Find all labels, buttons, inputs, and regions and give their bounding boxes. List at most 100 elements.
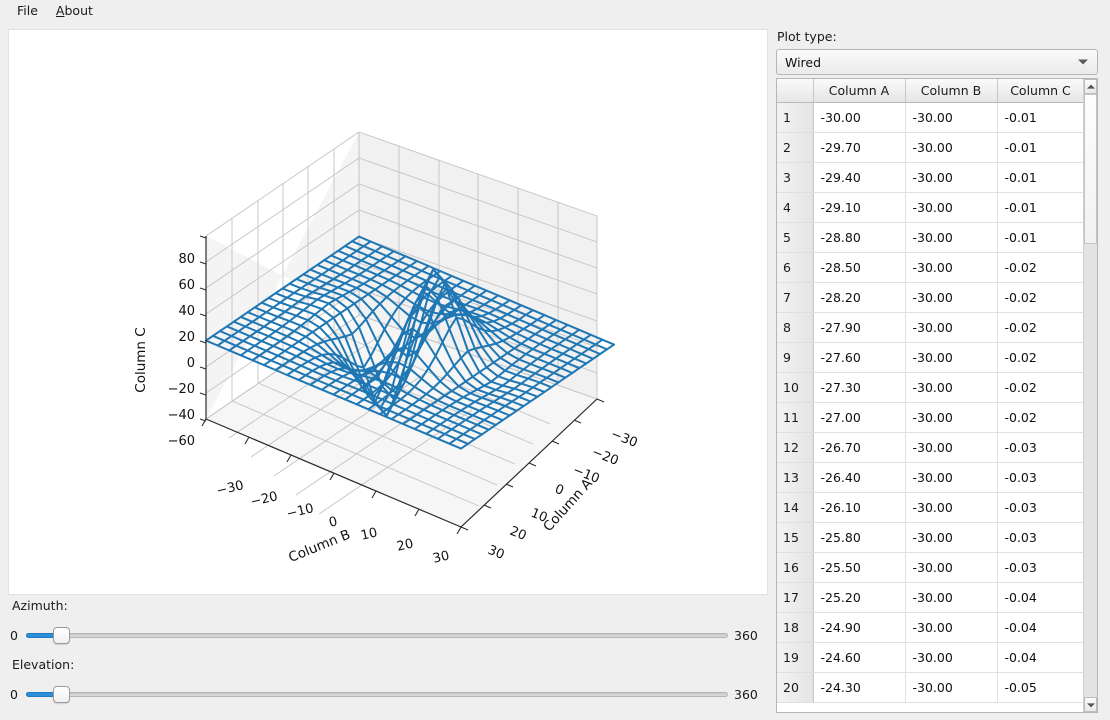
table-cell-c[interactable]: -0.04 <box>997 582 1085 613</box>
table-row[interactable]: 11 -27.00 -30.00 -0.02 <box>777 402 1085 433</box>
row-index-cell[interactable]: 13 <box>777 462 814 493</box>
table-cell-c[interactable]: -0.03 <box>997 522 1085 553</box>
table-row[interactable]: 14 -26.10 -30.00 -0.03 <box>777 492 1085 523</box>
scroll-up-button[interactable] <box>1084 79 1097 94</box>
table-cell-b[interactable]: -30.00 <box>905 552 998 583</box>
table-cell-c[interactable]: -0.01 <box>997 192 1085 223</box>
table-row[interactable]: 10 -27.30 -30.00 -0.02 <box>777 372 1085 403</box>
table-cell-b[interactable]: -30.00 <box>905 192 998 223</box>
table-cell-b[interactable]: -30.00 <box>905 102 998 133</box>
table-row[interactable]: 5 -28.80 -30.00 -0.01 <box>777 222 1085 253</box>
table-cell-c[interactable]: -0.05 <box>997 672 1085 703</box>
azimuth-slider-track[interactable] <box>26 626 728 644</box>
row-index-cell[interactable]: 18 <box>777 612 814 643</box>
row-index-cell[interactable]: 12 <box>777 432 814 463</box>
row-index-cell[interactable]: 4 <box>777 192 814 223</box>
table-cell-a[interactable]: -29.40 <box>813 162 906 193</box>
table-cell-a[interactable]: -25.50 <box>813 552 906 583</box>
table-cell-a[interactable]: -29.70 <box>813 132 906 163</box>
table-cell-b[interactable]: -30.00 <box>905 402 998 433</box>
table-cell-a[interactable]: -27.30 <box>813 372 906 403</box>
table-cell-a[interactable]: -28.80 <box>813 222 906 253</box>
table-cell-c[interactable]: -0.01 <box>997 222 1085 253</box>
table-cell-b[interactable]: -30.00 <box>905 312 998 343</box>
table-cell-b[interactable]: -30.00 <box>905 612 998 643</box>
table-cell-c[interactable]: -0.04 <box>997 642 1085 673</box>
table-row[interactable]: 2 -29.70 -30.00 -0.01 <box>777 132 1085 163</box>
table-row[interactable]: 20 -24.30 -30.00 -0.05 <box>777 672 1085 703</box>
table-cell-a[interactable]: -26.70 <box>813 432 906 463</box>
table-cell-b[interactable]: -30.00 <box>905 432 998 463</box>
table-row[interactable]: 3 -29.40 -30.00 -0.01 <box>777 162 1085 193</box>
table-row[interactable]: 13 -26.40 -30.00 -0.03 <box>777 462 1085 493</box>
table-cell-b[interactable]: -30.00 <box>905 252 998 283</box>
table-cell-b[interactable]: -30.00 <box>905 582 998 613</box>
row-index-cell[interactable]: 16 <box>777 552 814 583</box>
table-vertical-scrollbar[interactable] <box>1083 79 1097 712</box>
table-cell-c[interactable]: -0.03 <box>997 552 1085 583</box>
row-index-cell[interactable]: 11 <box>777 402 814 433</box>
row-index-cell[interactable]: 15 <box>777 522 814 553</box>
column-header-b[interactable]: Column B <box>905 79 998 103</box>
table-row[interactable]: 12 -26.70 -30.00 -0.03 <box>777 432 1085 463</box>
azimuth-handle[interactable] <box>53 627 70 644</box>
table-row[interactable]: 1 -30.00 -30.00 -0.01 <box>777 102 1085 133</box>
table-row[interactable]: 9 -27.60 -30.00 -0.02 <box>777 342 1085 373</box>
table-cell-c[interactable]: -0.01 <box>997 162 1085 193</box>
table-cell-c[interactable]: -0.02 <box>997 342 1085 373</box>
table-row[interactable]: 6 -28.50 -30.00 -0.02 <box>777 252 1085 283</box>
scrollbar-thumb[interactable] <box>1084 94 1097 244</box>
table-cell-c[interactable]: -0.02 <box>997 312 1085 343</box>
row-index-cell[interactable]: 1 <box>777 102 814 133</box>
table-cell-c[interactable]: -0.01 <box>997 132 1085 163</box>
table-cell-a[interactable]: -30.00 <box>813 102 906 133</box>
row-index-cell[interactable]: 14 <box>777 492 814 523</box>
data-table-container[interactable]: Column A Column B Column C 1 -30.00 -30.00… <box>776 78 1098 713</box>
table-row[interactable]: 18 -24.90 -30.00 -0.04 <box>777 612 1085 643</box>
row-index-cell[interactable]: 9 <box>777 342 814 373</box>
table-cell-a[interactable]: -26.40 <box>813 462 906 493</box>
table-cell-b[interactable]: -30.00 <box>905 162 998 193</box>
table-cell-a[interactable]: -27.90 <box>813 312 906 343</box>
table-row[interactable]: 15 -25.80 -30.00 -0.03 <box>777 522 1085 553</box>
table-cell-a[interactable]: -29.10 <box>813 192 906 223</box>
table-cell-b[interactable]: -30.00 <box>905 462 998 493</box>
row-index-cell[interactable]: 7 <box>777 282 814 313</box>
elevation-handle[interactable] <box>53 686 70 703</box>
table-cell-a[interactable]: -25.80 <box>813 522 906 553</box>
table-row[interactable]: 4 -29.10 -30.00 -0.01 <box>777 192 1085 223</box>
column-header-c[interactable]: Column C <box>997 79 1085 103</box>
table-cell-a[interactable]: -24.90 <box>813 612 906 643</box>
table-cell-b[interactable]: -30.00 <box>905 672 998 703</box>
table-cell-b[interactable]: -30.00 <box>905 522 998 553</box>
table-cell-a[interactable]: -26.10 <box>813 492 906 523</box>
table-cell-c[interactable]: -0.02 <box>997 402 1085 433</box>
table-cell-c[interactable]: -0.03 <box>997 462 1085 493</box>
table-cell-b[interactable]: -30.00 <box>905 222 998 253</box>
table-row[interactable]: 8 -27.90 -30.00 -0.02 <box>777 312 1085 343</box>
column-header-a[interactable]: Column A <box>813 79 906 103</box>
row-index-cell[interactable]: 6 <box>777 252 814 283</box>
table-row[interactable]: 19 -24.60 -30.00 -0.04 <box>777 642 1085 673</box>
plot-type-select[interactable]: Wired <box>776 49 1098 75</box>
row-index-cell[interactable]: 19 <box>777 642 814 673</box>
row-index-cell[interactable]: 3 <box>777 162 814 193</box>
table-row[interactable]: 7 -28.20 -30.00 -0.02 <box>777 282 1085 313</box>
table-cell-c[interactable]: -0.03 <box>997 492 1085 523</box>
table-cell-c[interactable]: -0.04 <box>997 612 1085 643</box>
table-cell-a[interactable]: -25.20 <box>813 582 906 613</box>
scrollbar-track[interactable] <box>1084 94 1097 697</box>
row-index-cell[interactable]: 20 <box>777 672 814 703</box>
table-cell-b[interactable]: -30.00 <box>905 282 998 313</box>
row-index-cell[interactable]: 17 <box>777 582 814 613</box>
table-cell-a[interactable]: -27.60 <box>813 342 906 373</box>
table-cell-c[interactable]: -0.01 <box>997 102 1085 133</box>
table-cell-c[interactable]: -0.02 <box>997 252 1085 283</box>
menu-about[interactable]: About <box>47 2 102 20</box>
menu-file[interactable]: File <box>8 2 47 20</box>
table-cell-a[interactable]: -27.00 <box>813 402 906 433</box>
table-cell-a[interactable]: -28.20 <box>813 282 906 313</box>
table-cell-b[interactable]: -30.00 <box>905 132 998 163</box>
row-index-cell[interactable]: 8 <box>777 312 814 343</box>
plot-canvas[interactable]: 80 60 40 20 0 −20 −40 −60 Column C <box>8 29 768 595</box>
